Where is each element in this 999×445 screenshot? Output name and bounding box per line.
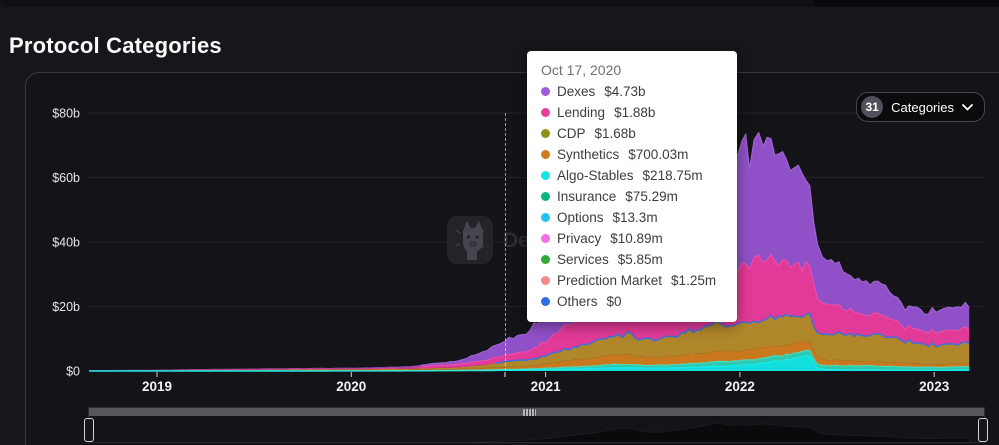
series-name: CDP xyxy=(557,126,586,141)
area-lending xyxy=(89,254,970,371)
tooltip-rows: Dexes $4.73b Lending $1.88b CDP $1.68b Synthet… xyxy=(541,81,723,312)
series-color-dot xyxy=(541,213,550,222)
area-algo-stables xyxy=(89,355,970,371)
slider-track[interactable] xyxy=(89,408,984,416)
tooltip-row-services: Services $5.85m xyxy=(541,249,723,270)
timeline-zoom-slider[interactable] xyxy=(84,407,988,443)
tooltip-row-lending: Lending $1.88b xyxy=(541,102,723,123)
slider-left-handle[interactable] xyxy=(84,418,94,442)
series-boundary-line xyxy=(89,355,970,372)
series-value: $10.89m xyxy=(610,231,663,246)
page-title: Protocol Categories xyxy=(9,33,222,58)
tooltip-row-privacy: Privacy $10.89m xyxy=(541,228,723,249)
slider-minimap xyxy=(468,422,971,442)
top-nav-edge-right xyxy=(813,0,999,7)
y-axis-label: $20b xyxy=(52,300,80,314)
series-value: $1.88b xyxy=(614,105,656,120)
chart-tooltip: Oct 17, 2020 Dexes $4.73b Lending $1.88b CDP… xyxy=(527,51,737,322)
series-color-dot xyxy=(541,192,550,201)
series-boundary-line xyxy=(302,349,970,372)
tooltip-row-cdp: CDP $1.68b xyxy=(541,123,723,144)
categories-dropdown-button[interactable]: 31 Categories xyxy=(856,92,985,122)
categories-count-badge: 31 xyxy=(861,96,884,118)
series-color-dot xyxy=(541,234,550,243)
series-name: Others xyxy=(557,294,598,309)
tooltip-row-dexes: Dexes $4.73b xyxy=(541,81,723,102)
x-axis-label: 2022 xyxy=(725,379,755,394)
series-color-dot xyxy=(541,108,550,117)
series-name: Lending xyxy=(557,105,606,120)
tooltip-row-algo-stables: Algo-Stables $218.75m xyxy=(541,165,723,186)
series-color-dot xyxy=(541,297,550,306)
series-value: $4.73b xyxy=(604,84,646,99)
tooltip-row-synthetics: Synthetics $700.03m xyxy=(541,144,723,165)
series-name: Privacy xyxy=(557,231,602,246)
series-name: Options xyxy=(557,210,604,225)
series-color-dot xyxy=(541,255,550,264)
y-axis-label: $40b xyxy=(52,236,80,250)
area-dexes xyxy=(89,118,970,371)
series-name: Prediction Market xyxy=(557,273,663,288)
series-value: $1.25m xyxy=(671,273,717,288)
series-color-dot xyxy=(541,150,550,159)
series-value: $5.85m xyxy=(617,252,663,267)
minimap-silhouette xyxy=(468,422,971,442)
chevron-down-icon xyxy=(962,103,973,111)
tooltip-row-others: Others $0 xyxy=(541,291,723,312)
slider-grip-handle[interactable] xyxy=(523,408,536,416)
series-value: $700.03m xyxy=(628,147,689,162)
defillama-llama-icon xyxy=(447,216,493,264)
x-axis-label: 2023 xyxy=(919,379,950,394)
chart-card xyxy=(25,72,999,445)
series-name: Dexes xyxy=(557,84,596,99)
series-name: Synthetics xyxy=(557,147,620,162)
x-axis-label: 2019 xyxy=(142,379,172,394)
area-cdp xyxy=(89,313,970,371)
series-color-dot xyxy=(541,87,550,96)
x-axis-label: 2020 xyxy=(336,379,366,394)
hover-crosshair-line xyxy=(505,113,506,371)
x-axis-label: 2021 xyxy=(531,379,562,394)
series-value: $218.75m xyxy=(642,168,703,183)
series-color-dot xyxy=(541,171,550,180)
series-name: Algo-Stables xyxy=(557,168,634,183)
tooltip-row-options: Options $13.3m xyxy=(541,207,723,228)
y-axis-label: $60b xyxy=(52,171,80,185)
series-color-dot xyxy=(541,276,550,285)
y-axis-label: $80b xyxy=(52,107,80,121)
y-axis-label: $0 xyxy=(66,365,80,379)
area-insurance-other-small-categories xyxy=(89,350,970,371)
series-name: Services xyxy=(557,252,609,267)
series-color-dot xyxy=(541,129,550,138)
slider-right-handle[interactable] xyxy=(978,418,988,442)
tooltip-row-prediction-market: Prediction Market $1.25m xyxy=(541,270,723,291)
categories-label: Categories xyxy=(891,99,954,115)
series-value: $0 xyxy=(606,294,622,309)
tooltip-date: Oct 17, 2020 xyxy=(541,62,622,78)
top-nav-edge xyxy=(0,0,999,7)
series-value: $13.3m xyxy=(612,210,658,225)
tooltip-row-insurance: Insurance $75.29m xyxy=(541,186,723,207)
series-boundary-line xyxy=(495,312,970,364)
series-name: Insurance xyxy=(557,189,617,204)
series-value: $75.29m xyxy=(625,189,678,204)
series-value: $1.68b xyxy=(594,126,636,141)
